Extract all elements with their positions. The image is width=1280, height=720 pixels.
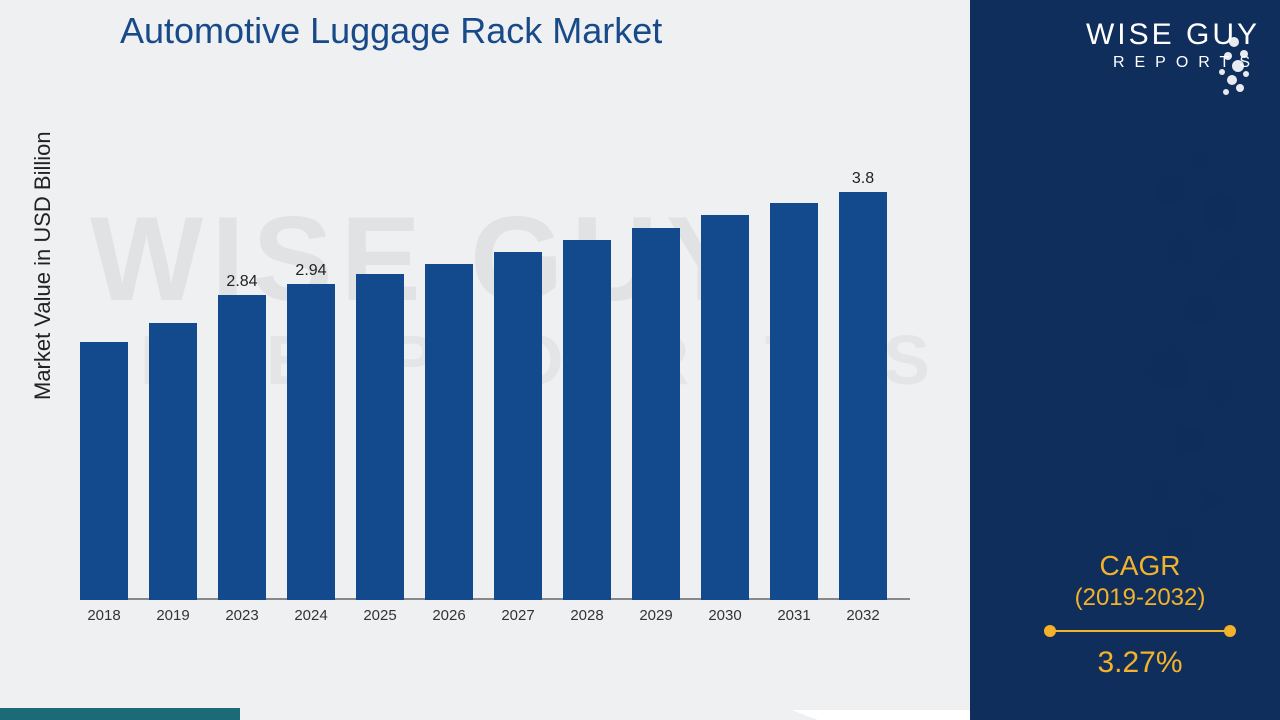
cagr-value: 3.27% [1000, 646, 1280, 680]
bar [218, 295, 266, 600]
x-category-label: 2030 [695, 607, 755, 624]
bar [770, 203, 818, 600]
cagr-period: (2019-2032) [1000, 584, 1280, 612]
bar-value-label: 2.84 [212, 273, 272, 291]
brand-logo: WISE GUY REPORTS [1086, 18, 1260, 72]
x-category-label: 2031 [764, 607, 824, 624]
bar-value-label: 2.94 [281, 262, 341, 280]
x-category-label: 2029 [626, 607, 686, 624]
bar [287, 284, 335, 600]
x-category-label: 2032 [833, 607, 893, 624]
bar [425, 264, 473, 600]
bar [494, 252, 542, 600]
chart-title: Automotive Luggage Rack Market [120, 10, 662, 52]
y-axis-label: Market Value in USD Billion [30, 131, 56, 400]
bar [563, 240, 611, 600]
x-category-label: 2028 [557, 607, 617, 624]
bar [701, 215, 749, 600]
x-category-label: 2024 [281, 607, 341, 624]
logo-head-icon [1178, 26, 1258, 106]
bar [80, 342, 128, 600]
page-root: WISE GUY REPORTS CAGR (2019-2032) 3.27% … [0, 0, 1280, 720]
cagr-label: CAGR [1000, 550, 1280, 582]
x-category-label: 2018 [74, 607, 134, 624]
bar [356, 274, 404, 600]
bar-chart-plot: 201820192.8420232.9420242025202620272028… [80, 170, 910, 600]
bar-value-label: 3.8 [833, 170, 893, 188]
x-category-label: 2026 [419, 607, 479, 624]
bar [839, 192, 887, 601]
x-category-label: 2023 [212, 607, 272, 624]
right-panel: WISE GUY REPORTS CAGR (2019-2032) 3.27% [970, 0, 1280, 720]
x-category-label: 2027 [488, 607, 548, 624]
cagr-divider [1050, 630, 1230, 632]
x-category-label: 2019 [143, 607, 203, 624]
bar [632, 228, 680, 600]
bar [149, 323, 197, 600]
decorative-head-silhouette [970, 70, 1270, 590]
x-category-label: 2025 [350, 607, 410, 624]
decorative-bottom-bar [0, 708, 240, 720]
cagr-block: CAGR (2019-2032) 3.27% [1000, 550, 1280, 680]
chart-panel: Automotive Luggage Rack Market WISE GUY … [0, 0, 970, 710]
